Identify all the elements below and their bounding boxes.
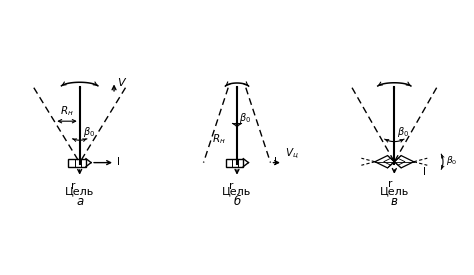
Text: $\beta_0$: $\beta_0$ xyxy=(82,125,95,139)
Text: Цель: Цель xyxy=(222,186,252,196)
Text: r: r xyxy=(228,181,233,191)
Text: l: l xyxy=(422,167,426,177)
Text: $R_н$: $R_н$ xyxy=(60,104,74,118)
Text: $\beta_0$: $\beta_0$ xyxy=(446,154,457,167)
Text: $\beta_0$: $\beta_0$ xyxy=(239,111,251,125)
Text: б: б xyxy=(233,195,241,208)
Text: V: V xyxy=(118,78,125,88)
Text: а: а xyxy=(76,195,83,208)
Text: $\beta_0$: $\beta_0$ xyxy=(397,125,410,139)
Text: $V_ц$: $V_ц$ xyxy=(285,147,299,161)
Text: в: в xyxy=(391,195,398,208)
Text: l: l xyxy=(274,157,277,167)
Text: r: r xyxy=(388,179,392,189)
Text: $R_н$: $R_н$ xyxy=(212,132,226,146)
Text: Цель: Цель xyxy=(380,186,409,196)
Text: l: l xyxy=(117,157,119,167)
Text: Цель: Цель xyxy=(65,186,94,196)
Text: r: r xyxy=(71,181,76,191)
